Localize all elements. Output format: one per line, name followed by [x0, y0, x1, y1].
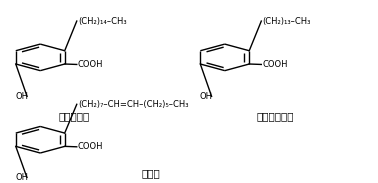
Text: 氪化白果酸: 氪化白果酸 — [59, 111, 90, 121]
Text: 氪化白果亚酸: 氪化白果亚酸 — [257, 111, 294, 121]
Text: COOH: COOH — [262, 60, 288, 69]
Text: (CH₂)₁₃–CH₃: (CH₂)₁₃–CH₃ — [262, 17, 311, 26]
Text: COOH: COOH — [78, 142, 104, 151]
Text: (CH₂)₇–CH=CH–(CH₂)₅–CH₃: (CH₂)₇–CH=CH–(CH₂)₅–CH₃ — [78, 100, 188, 109]
Text: (CH₂)₁₄–CH₃: (CH₂)₁₄–CH₃ — [78, 17, 127, 26]
Text: COOH: COOH — [78, 60, 104, 69]
Text: OH: OH — [200, 92, 212, 101]
Text: 白果酸: 白果酸 — [142, 168, 161, 178]
Text: OH: OH — [15, 92, 28, 101]
Text: OH: OH — [15, 173, 28, 182]
